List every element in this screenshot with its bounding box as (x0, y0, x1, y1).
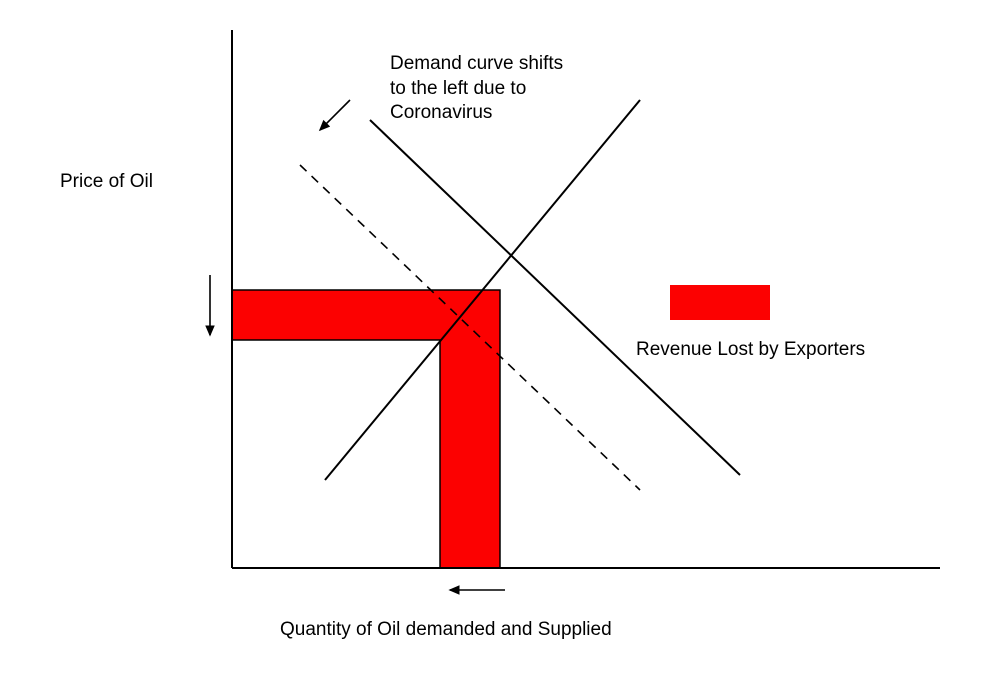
legend-label: Revenue Lost by Exporters (636, 338, 865, 363)
demand-shift-arrow (320, 100, 350, 130)
demand-shift-annotation: Demand curve shifts to the left due to C… (390, 52, 563, 126)
legend-swatch (670, 285, 770, 320)
y-axis-label: Price of Oil (60, 170, 153, 195)
x-axis-label: Quantity of Oil demanded and Supplied (280, 618, 612, 643)
diagram-stage: Price of Oil Demand curve shifts to the … (0, 0, 1000, 680)
